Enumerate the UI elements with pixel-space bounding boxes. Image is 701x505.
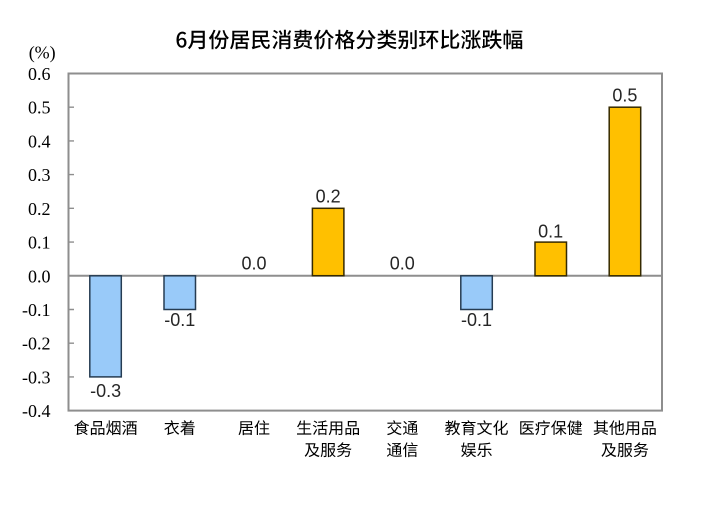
svg-text:0.0: 0.0: [241, 253, 266, 273]
svg-text:0.1: 0.1: [28, 233, 51, 253]
svg-text:-0.3: -0.3: [90, 381, 121, 401]
svg-text:(%): (%): [29, 42, 56, 63]
svg-text:-0.1: -0.1: [164, 310, 195, 330]
svg-text:-0.1: -0.1: [22, 300, 51, 320]
svg-text:0.4: 0.4: [28, 131, 51, 151]
svg-text:0.2: 0.2: [28, 199, 51, 219]
svg-text:-0.1: -0.1: [461, 310, 492, 330]
svg-text:0.3: 0.3: [28, 165, 51, 185]
svg-text:0.2: 0.2: [316, 186, 341, 206]
svg-text:0.0: 0.0: [390, 253, 415, 273]
svg-text:0.1: 0.1: [538, 221, 563, 241]
svg-text:0.0: 0.0: [28, 266, 51, 286]
svg-text:-0.3: -0.3: [22, 367, 51, 387]
svg-text:-0.4: -0.4: [22, 401, 51, 421]
svg-text:-0.2: -0.2: [22, 334, 51, 354]
svg-text:0.5: 0.5: [28, 98, 51, 118]
svg-text:0.6: 0.6: [28, 64, 51, 84]
svg-text:0.5: 0.5: [612, 85, 637, 105]
